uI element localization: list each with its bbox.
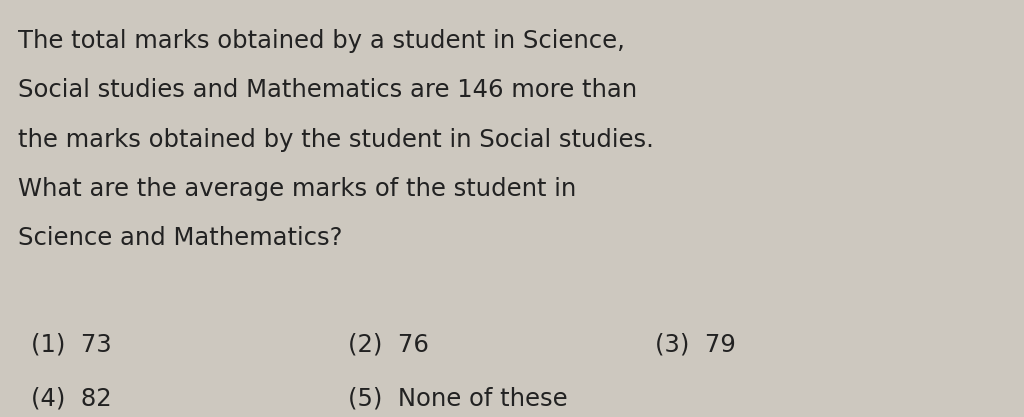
Text: (1)  73: (1) 73 [31,332,112,356]
Text: The total marks obtained by a student in Science,: The total marks obtained by a student in… [18,29,626,53]
Text: (2)  76: (2) 76 [348,332,429,356]
Text: What are the average marks of the student in: What are the average marks of the studen… [18,177,577,201]
Text: the marks obtained by the student in Social studies.: the marks obtained by the student in Soc… [18,128,654,152]
Text: (3)  79: (3) 79 [655,332,736,356]
Text: Science and Mathematics?: Science and Mathematics? [18,226,343,250]
Text: Social studies and Mathematics are 146 more than: Social studies and Mathematics are 146 m… [18,78,638,103]
Text: (5)  None of these: (5) None of these [348,386,567,410]
Text: (4)  82: (4) 82 [31,386,112,410]
